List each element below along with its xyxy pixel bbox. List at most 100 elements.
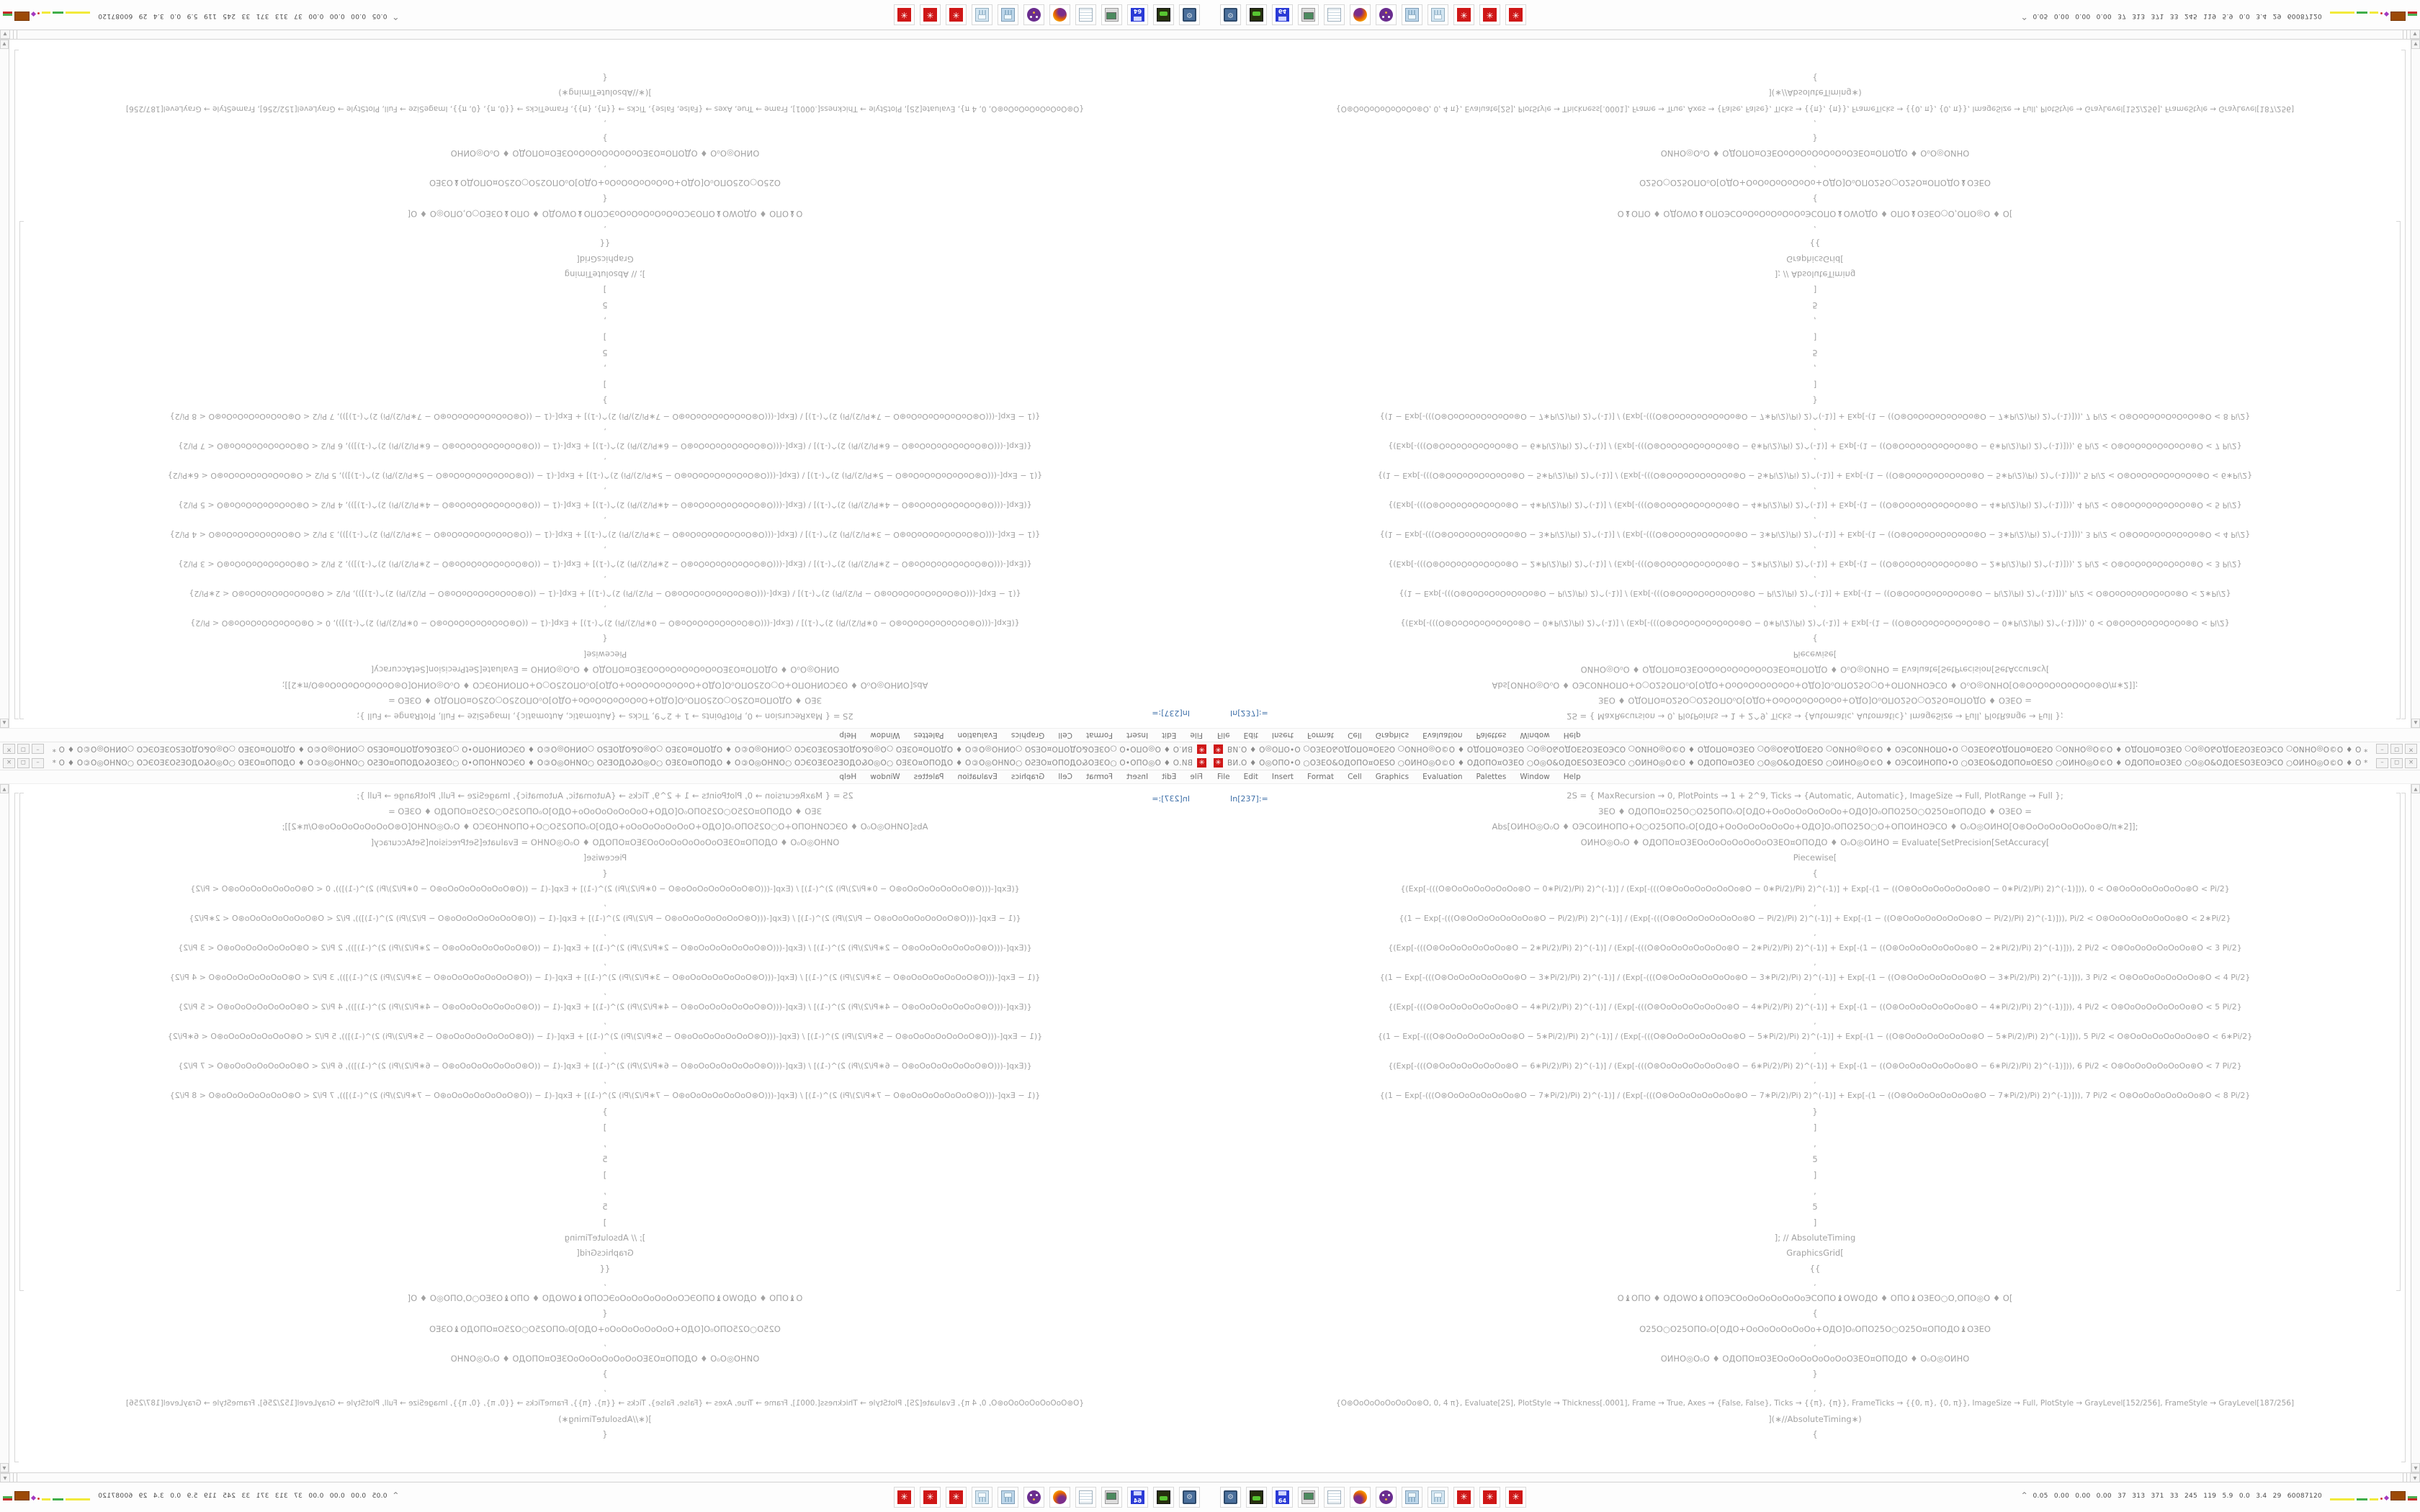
scroll-up-icon[interactable]: ▲ <box>2411 784 2420 793</box>
cell-bracket-inner[interactable] <box>19 793 24 1291</box>
taskbar-icon[interactable]: ✳ <box>920 4 941 25</box>
minimize-button[interactable]: – <box>32 744 44 755</box>
horizontal-scrollbar[interactable]: ▼ <box>0 1472 1210 1482</box>
menu-item[interactable]: Insert <box>1126 731 1149 739</box>
menu-item[interactable]: Cell <box>1348 731 1362 739</box>
menu-item[interactable]: Palettes <box>1476 731 1507 739</box>
taskbar-icon[interactable]: ✳ <box>1453 4 1474 25</box>
menu-item[interactable]: Evaluation <box>1422 773 1463 781</box>
menu-item[interactable]: File <box>1217 773 1230 781</box>
taskbar-icon[interactable] <box>1049 4 1070 25</box>
taskbar-icon[interactable] <box>1350 1487 1371 1508</box>
scroll-down-icon[interactable]: ▼ <box>0 1463 9 1472</box>
cell-bracket-outer[interactable] <box>2401 793 2406 1462</box>
close-button[interactable]: × <box>3 744 15 755</box>
cell-bracket-outer[interactable] <box>14 50 19 719</box>
vertical-scrollbar[interactable]: ▲ ▼ <box>2411 784 2420 1472</box>
menu-item[interactable]: Format <box>1307 773 1335 781</box>
menu-item[interactable]: Window <box>1520 773 1550 781</box>
taskbar-icon[interactable] <box>1220 1487 1241 1508</box>
menu-item[interactable]: Graphics <box>1010 773 1045 781</box>
cell-bracket-outer[interactable] <box>2401 50 2406 719</box>
menu-item[interactable]: Graphics <box>1010 731 1045 739</box>
notebook-content[interactable]: In[237]:= 2S = { MaxRecursion → 0, PlotP… <box>1210 40 2420 728</box>
code-cell[interactable]: 2S = { MaxRecursion → 0, PlotPoints → 1 … <box>1239 788 2391 1443</box>
menu-item[interactable]: Format <box>1307 731 1335 739</box>
taskbar-icon[interactable] <box>1428 1487 1448 1508</box>
taskbar-icon[interactable]: ✳ <box>1479 4 1500 25</box>
minimize-button[interactable]: – <box>2376 757 2388 768</box>
notebook-content[interactable]: In[237]:= 2S = { MaxRecursion → 0, PlotP… <box>1210 784 2420 1472</box>
menu-item[interactable]: Format <box>1085 731 1113 739</box>
menu-item[interactable]: Help <box>839 773 857 781</box>
menu-item[interactable]: Window <box>870 773 900 781</box>
horizontal-scrollbar[interactable]: ▼ <box>1210 30 2420 40</box>
window-titlebar[interactable]: ✳ ВИ.О ♦ О◎ОΠО•О ○ОЗЕО&ОДОΠО¤ОЕЅО ○ОИНО◎… <box>1210 756 2420 770</box>
taskbar-icon[interactable] <box>1075 1487 1096 1508</box>
menu-item[interactable]: Insert <box>1271 773 1294 781</box>
taskbar-icon[interactable] <box>1402 4 1422 25</box>
menu-item[interactable]: Graphics <box>1375 731 1410 739</box>
menu-item[interactable]: Cell <box>1348 773 1362 781</box>
close-button[interactable]: × <box>2405 744 2417 755</box>
taskbar-icon[interactable]: 64 <box>1272 1487 1293 1508</box>
scroll-up-icon[interactable]: ▲ <box>0 784 9 793</box>
taskbar-icon[interactable] <box>1179 1487 1200 1508</box>
taskbar-icon[interactable]: 64 <box>1127 4 1148 25</box>
notebook-content[interactable]: In[237]:= 2S = { MaxRecursion → 0, PlotP… <box>0 784 1210 1472</box>
taskbar-icon[interactable]: ✳ <box>920 1487 941 1508</box>
code-cell[interactable]: 2S = { MaxRecursion → 0, PlotPoints → 1 … <box>1239 70 2391 724</box>
taskbar-icon[interactable]: ✳ <box>1505 4 1526 25</box>
tray-expand-icon[interactable]: ^ <box>393 13 399 20</box>
window-titlebar[interactable]: ✳ ВИ.О ♦ О◎ОΠО•О ○ОЗЕО&ОДОΠО¤ОЕЅО ○ОИНО◎… <box>0 742 1210 756</box>
menu-item[interactable]: Help <box>1563 773 1581 781</box>
taskbar-icon[interactable] <box>1350 4 1371 25</box>
taskbar-icon[interactable] <box>1246 4 1267 25</box>
maximize-button[interactable]: ◻ <box>2390 757 2403 768</box>
menu-item[interactable]: Edit <box>1162 773 1177 781</box>
taskbar-icon[interactable] <box>1376 4 1397 25</box>
vertical-scrollbar[interactable]: ▲ ▼ <box>0 40 9 728</box>
menu-item[interactable]: File <box>1190 731 1203 739</box>
taskbar-icon[interactable] <box>1075 4 1096 25</box>
taskbar-icon[interactable]: ✳ <box>894 1487 915 1508</box>
menu-item[interactable]: File <box>1190 773 1203 781</box>
taskbar-icon[interactable] <box>1049 1487 1070 1508</box>
menu-item[interactable]: Palettes <box>1476 773 1507 781</box>
tray-expand-icon[interactable]: ^ <box>393 1492 399 1499</box>
maximize-button[interactable]: ◻ <box>2390 744 2403 755</box>
menu-item[interactable]: Insert <box>1271 731 1294 739</box>
taskbar-icon[interactable]: 64 <box>1127 1487 1148 1508</box>
taskbar-icon[interactable] <box>998 4 1018 25</box>
code-cell[interactable]: 2S = { MaxRecursion → 0, PlotPoints → 1 … <box>29 788 1181 1443</box>
scroll-up-icon[interactable]: ▲ <box>0 719 9 728</box>
taskbar-icon[interactable] <box>1023 1487 1044 1508</box>
taskbar-icon[interactable] <box>1298 1487 1319 1508</box>
menu-item[interactable]: Evaluation <box>957 731 998 739</box>
taskbar-icon[interactable] <box>972 4 992 25</box>
close-button[interactable]: × <box>2405 757 2417 768</box>
taskbar-icon[interactable] <box>1324 4 1345 25</box>
menu-item[interactable]: Window <box>1520 731 1550 739</box>
window-titlebar[interactable]: ✳ ВИ.О ♦ О◎ОΠО•О ○ОЗЕО&ОДОΠО¤ОЕЅО ○ОИНО◎… <box>1210 742 2420 756</box>
horizontal-scrollbar[interactable]: ▼ <box>1210 1472 2420 1482</box>
menu-item[interactable]: Cell <box>1058 773 1072 781</box>
menu-item[interactable]: Evaluation <box>957 773 998 781</box>
taskbar-icon[interactable] <box>1298 4 1319 25</box>
menu-item[interactable]: Edit <box>1243 731 1258 739</box>
vertical-scrollbar[interactable]: ▲ ▼ <box>2411 40 2420 728</box>
close-button[interactable]: × <box>3 757 15 768</box>
menu-item[interactable]: Graphics <box>1375 773 1410 781</box>
taskbar-icon[interactable] <box>1246 1487 1267 1508</box>
vertical-scrollbar[interactable]: ▲ ▼ <box>0 784 9 1472</box>
minimize-button[interactable]: – <box>32 757 44 768</box>
scroll-up-icon[interactable]: ▲ <box>2411 719 2420 728</box>
maximize-button[interactable]: ◻ <box>17 757 30 768</box>
taskbar-icon[interactable] <box>1101 1487 1122 1508</box>
taskbar-icon[interactable] <box>1023 4 1044 25</box>
menu-item[interactable]: Format <box>1085 773 1113 781</box>
cell-bracket-inner[interactable] <box>19 221 24 719</box>
menu-item[interactable]: Insert <box>1126 773 1149 781</box>
taskbar-icon[interactable]: ✳ <box>1479 1487 1500 1508</box>
taskbar-icon[interactable] <box>1402 1487 1422 1508</box>
